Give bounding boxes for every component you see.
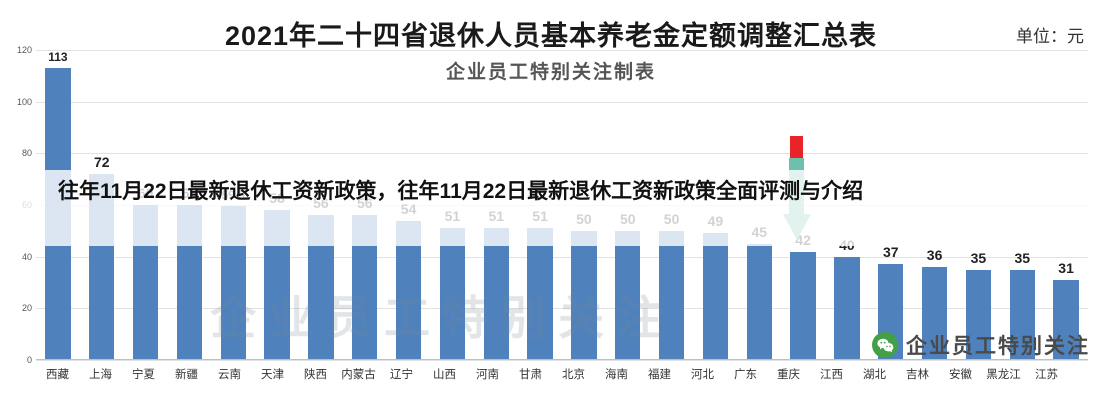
bar-value-label: 31: [1058, 259, 1074, 276]
watermark-badge: 企业员工特别关注: [872, 330, 1090, 360]
x-tick-label: 内蒙古: [341, 369, 376, 381]
bar-rect: [790, 251, 816, 360]
bar: [483, 50, 509, 360]
x-tick-label: 云南: [218, 369, 241, 381]
x-tick-label: 黑龙江: [986, 369, 1021, 381]
bar: [527, 50, 553, 360]
bar-value-label: 35: [1014, 249, 1031, 266]
x-tick-label: 广东: [734, 369, 757, 381]
x-tick-label: 重庆: [777, 369, 800, 381]
bar-rect: [921, 267, 948, 360]
bar: [1009, 50, 1035, 360]
bar-rect: [1009, 269, 1035, 360]
x-tick-label: 河北: [691, 369, 714, 381]
bar: [571, 50, 597, 360]
y-tick-label: 120: [16, 45, 32, 55]
y-tick-label: 0: [26, 355, 32, 365]
bar-rect: [834, 256, 860, 360]
bar-rect: [439, 228, 466, 360]
gridline: [36, 50, 1088, 51]
wechat-icon: [872, 332, 898, 358]
x-tick-label: 宁夏: [132, 369, 155, 381]
bar-value-label: 72: [93, 154, 110, 170]
bar: [790, 50, 816, 360]
x-tick-label: 江苏: [1035, 369, 1058, 381]
y-tick-label: 40: [21, 251, 32, 262]
x-tick-label: 上海: [89, 369, 112, 381]
gridline: [36, 256, 1088, 258]
bar-rect: [746, 243, 772, 360]
bar-rect: [615, 230, 641, 360]
bar-rect: [965, 269, 992, 360]
bar-value-label: 36: [926, 247, 943, 263]
arrow-flag-icon: [790, 136, 803, 158]
bar-rect: [1053, 279, 1079, 360]
x-tick-label: 福建: [648, 369, 671, 381]
x-tick-label: 北京: [562, 369, 585, 381]
bar-rect: [527, 228, 553, 360]
gridline: [36, 308, 1088, 310]
watermark-badge-label: 企业员工特别关注: [906, 335, 1090, 358]
x-tick-label: 江西: [820, 369, 843, 381]
headline-text: 往年11月22日最新退休工资新政策，往年11月22日最新退休工资新政策全面评测与…: [58, 180, 864, 203]
bar-rect: [571, 230, 597, 360]
bar: [1053, 50, 1079, 360]
bar-value-label: 113: [48, 50, 68, 65]
x-tick-label: 湖北: [863, 369, 886, 381]
x-axis-labels: 西藏 上海 宁夏 新疆 云南 天津 陕西 内蒙古 辽宁 山西 河南 甘肃 北京 海南 福建 河北 广东 重庆 江西 湖…: [36, 362, 1068, 392]
gridline: [36, 153, 1088, 155]
x-tick-label: 海南: [605, 369, 628, 381]
x-tick-label: 西藏: [46, 369, 69, 381]
bar: [615, 50, 641, 360]
gridline: [36, 360, 1088, 361]
y-tick-label: 100: [16, 96, 32, 107]
x-tick-label: 陕西: [304, 369, 327, 381]
chart-title: 2021年二十四省退休人员基本养老金定额调整汇总表: [224, 21, 878, 51]
gridline: [36, 101, 1088, 103]
bar: [965, 50, 992, 360]
center-watermark: 企业员工特别关注: [210, 292, 674, 344]
bar: [921, 50, 948, 360]
bar: [658, 50, 685, 360]
bar: [702, 50, 729, 360]
x-tick-label: 天津: [261, 369, 284, 381]
x-tick-label: 河南: [476, 369, 499, 381]
bar: [746, 50, 772, 360]
bar: [439, 50, 466, 360]
y-tick-label: 20: [21, 303, 32, 314]
x-tick-label: 安徽: [949, 369, 972, 381]
x-tick-label: 甘肃: [519, 369, 542, 381]
x-axis-line: [36, 359, 1088, 360]
x-tick-label: 山西: [433, 369, 456, 381]
bar: [834, 50, 860, 360]
chart-subtitle: 企业员工特别关注制表: [445, 62, 656, 83]
bar-value-label: 37: [882, 244, 899, 261]
bar-rect: [702, 233, 729, 360]
bar-value-label: 35: [970, 249, 987, 266]
x-tick-label: 吉林: [906, 369, 929, 381]
x-tick-label: 辽宁: [390, 369, 413, 381]
bar-rect: [483, 228, 509, 360]
headline-overlay-band: [0, 170, 1102, 246]
unit-label: 单位：元: [1016, 27, 1084, 46]
bar-rect: [658, 230, 685, 360]
x-tick-label: 新疆: [175, 369, 198, 381]
y-tick-label: 80: [21, 148, 32, 159]
